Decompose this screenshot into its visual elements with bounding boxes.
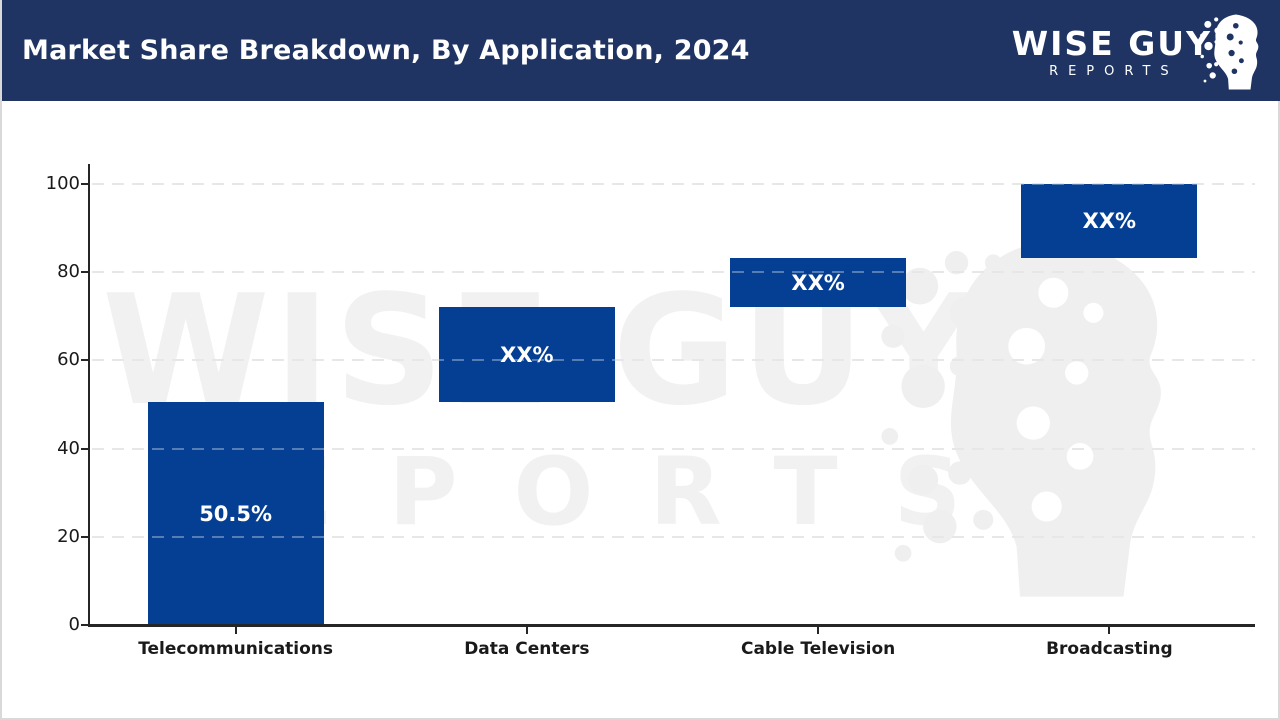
gridline-20: [92, 535, 1255, 538]
y-tick-mark: [81, 183, 89, 185]
page-title: Market Share Breakdown, By Application, …: [22, 35, 750, 66]
bar-value-label: XX%: [500, 342, 554, 367]
y-axis-line: [88, 164, 90, 626]
gridline-overlay-80: [92, 271, 1255, 274]
x-tick-mark: [234, 627, 237, 634]
bar-broadcasting: XX%: [1021, 184, 1198, 258]
y-tick-mark: [81, 359, 89, 362]
x-tick-mark: [817, 627, 820, 634]
category-label: Telecommunications: [138, 639, 334, 659]
y-tick-label: 20: [57, 525, 80, 547]
category-label: Broadcasting: [1046, 639, 1173, 659]
gridline-80: [92, 271, 1255, 274]
y-tick-label: 80: [57, 261, 80, 283]
gridline-60: [92, 359, 1255, 362]
bar-cable-television: XX%: [730, 257, 907, 308]
header-bar: Market Share Breakdown, By Application, …: [2, 0, 1280, 101]
y-tick-mark: [81, 535, 89, 538]
y-tick-label: 0: [68, 614, 80, 635]
wise-guy-logo: WISE GUY REPORTS: [1012, 6, 1268, 98]
x-axis-line: [88, 624, 1255, 627]
bar-value-label: XX%: [1082, 208, 1137, 233]
bar-telecommunications: 50.5%: [147, 402, 324, 625]
gridline-overlay-100: [92, 183, 1255, 185]
x-tick-mark: [525, 627, 528, 634]
category-label: Cable Television: [740, 639, 896, 659]
logo-wordmark: WISE GUY: [1011, 23, 1212, 63]
category-label: Data Centers: [464, 639, 590, 659]
y-tick-mark: [81, 271, 89, 274]
y-tick-label: 100: [45, 173, 80, 194]
logo-face-icon: [1200, 14, 1259, 90]
y-tick-label: 60: [57, 349, 80, 371]
logo-subtitle: REPORTS: [1049, 63, 1179, 79]
gridline-overlay-60: [92, 359, 1255, 362]
gridline-overlay-40: [92, 447, 1255, 450]
y-tick-mark: [81, 447, 89, 450]
y-tick-mark: [81, 624, 89, 626]
gridline-100: [92, 183, 1255, 185]
watermark-face-icon: [881, 239, 1161, 597]
logo-text: WISE GUY REPORTS: [1011, 23, 1212, 79]
gridline-40: [92, 447, 1255, 450]
bar-value-label: 50.5%: [199, 501, 273, 526]
bar-data-centers: XX%: [438, 307, 615, 403]
bar-value-label: XX%: [791, 270, 845, 295]
x-tick-mark: [1108, 627, 1111, 634]
y-tick-label: 40: [57, 437, 80, 459]
gridline-overlay-20: [92, 535, 1255, 538]
